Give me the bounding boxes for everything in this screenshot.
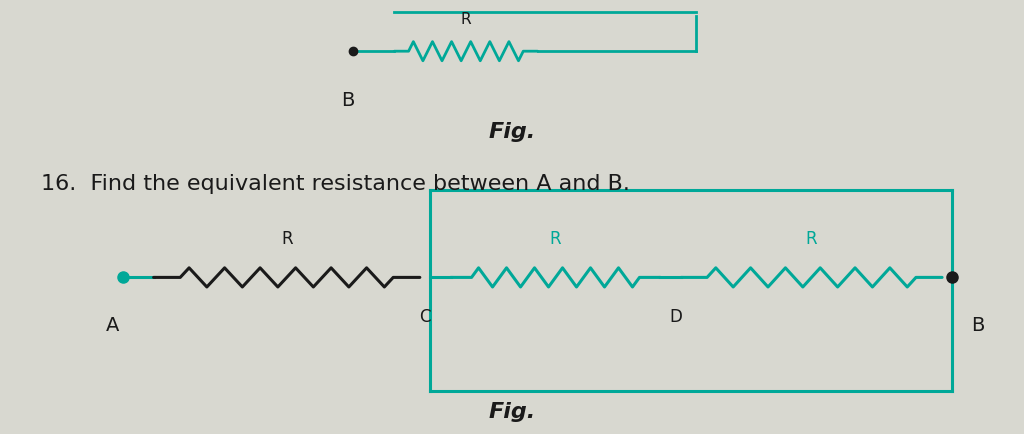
Text: R: R: [806, 229, 817, 247]
Text: A: A: [105, 315, 120, 334]
Text: B: B: [971, 315, 985, 334]
Text: C: C: [419, 307, 431, 325]
Text: Fig.: Fig.: [488, 122, 536, 141]
Text: Fig.: Fig.: [488, 401, 536, 421]
Text: R: R: [281, 229, 293, 247]
Text: R: R: [550, 229, 561, 247]
Text: B: B: [341, 91, 355, 110]
Text: R: R: [461, 12, 471, 27]
Text: 16.  Find the equivalent resistance between A and B.: 16. Find the equivalent resistance betwe…: [41, 174, 630, 194]
Text: D: D: [670, 307, 682, 325]
